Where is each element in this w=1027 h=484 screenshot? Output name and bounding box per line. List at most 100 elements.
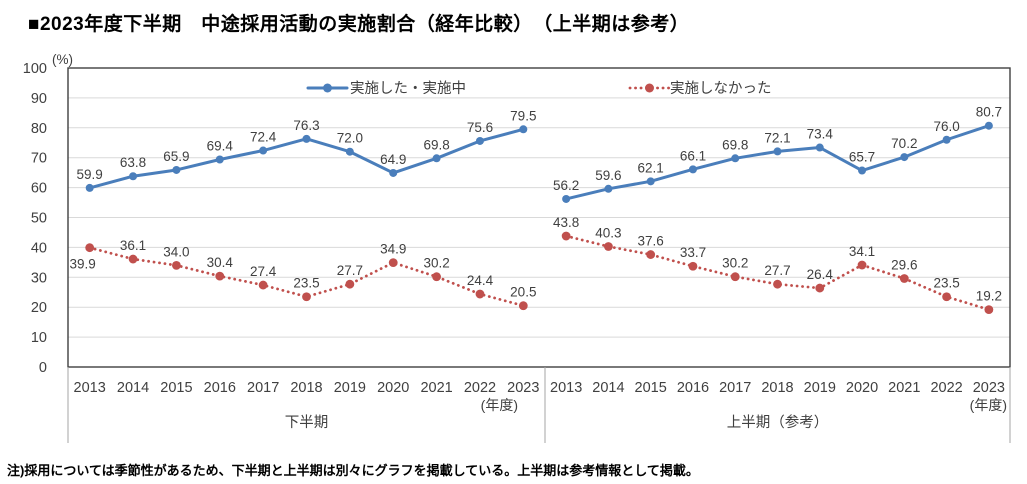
data-label: 30.2 bbox=[423, 256, 449, 271]
data-label: 39.9 bbox=[70, 257, 96, 272]
data-label: 69.8 bbox=[722, 137, 748, 152]
data-point bbox=[646, 177, 655, 186]
data-point bbox=[899, 274, 909, 283]
data-point bbox=[815, 283, 825, 293]
chart-title: ■2023年度下半期 中途採用活動の実施割合（経年比較） （上半期は参考） bbox=[28, 14, 690, 35]
data-label: 64.9 bbox=[380, 152, 406, 167]
y-axis-tick-label: 90 bbox=[31, 91, 47, 107]
x-axis-year-label: 2013 bbox=[550, 380, 582, 396]
data-label: 73.4 bbox=[807, 127, 834, 142]
data-label: 75.6 bbox=[467, 120, 493, 135]
data-label: 72.0 bbox=[337, 131, 363, 146]
data-point bbox=[604, 242, 613, 251]
data-point bbox=[518, 301, 528, 311]
data-label: 79.5 bbox=[510, 108, 536, 123]
panel-label: 下半期 bbox=[285, 414, 329, 431]
data-label: 72.4 bbox=[250, 130, 277, 145]
y-axis-unit-label: (%) bbox=[52, 52, 73, 67]
y-axis-tick-label: 20 bbox=[31, 300, 47, 316]
data-label: 33.7 bbox=[680, 245, 706, 260]
data-label: 76.0 bbox=[933, 119, 959, 134]
data-point bbox=[432, 272, 441, 282]
data-point bbox=[128, 254, 138, 264]
data-point bbox=[773, 279, 782, 289]
y-axis-tick-label: 30 bbox=[31, 270, 47, 286]
x-axis-unit-label: (年度) bbox=[970, 397, 1007, 413]
y-axis-tick-label: 10 bbox=[31, 330, 47, 346]
data-label: 34.0 bbox=[163, 244, 189, 259]
data-label: 30.2 bbox=[722, 256, 748, 271]
data-point bbox=[731, 154, 740, 163]
legend-label: 実施した・実施中 bbox=[350, 80, 466, 97]
y-axis-tick-label: 50 bbox=[31, 211, 47, 227]
legend-label: 実施しなかった bbox=[670, 80, 772, 97]
data-point bbox=[984, 305, 994, 314]
data-point bbox=[773, 147, 782, 156]
data-label: 65.9 bbox=[163, 149, 189, 164]
x-axis-year-label: 2013 bbox=[74, 380, 106, 396]
data-label: 34.9 bbox=[380, 242, 406, 257]
data-label: 27.4 bbox=[250, 264, 277, 279]
x-axis-year-label: 2021 bbox=[420, 380, 452, 396]
data-point bbox=[562, 194, 571, 203]
x-axis-year-label: 2019 bbox=[804, 380, 836, 396]
data-label: 43.8 bbox=[553, 215, 579, 230]
data-label: 65.7 bbox=[849, 150, 875, 165]
x-axis-year-label: 2017 bbox=[719, 380, 751, 396]
data-label: 23.5 bbox=[933, 276, 959, 291]
x-axis-year-label: 2023 bbox=[973, 380, 1005, 396]
data-point bbox=[942, 135, 951, 144]
plot-border bbox=[67, 67, 1011, 368]
data-point bbox=[389, 168, 398, 177]
data-point bbox=[604, 184, 613, 193]
data-label: 29.6 bbox=[891, 257, 917, 272]
data-label: 26.4 bbox=[807, 267, 834, 282]
data-point bbox=[646, 250, 656, 259]
data-point bbox=[258, 280, 268, 290]
data-point bbox=[302, 134, 311, 143]
data-point bbox=[688, 165, 697, 174]
y-axis-tick-label: 70 bbox=[31, 151, 47, 167]
y-axis-tick-label: 100 bbox=[23, 61, 47, 77]
data-label: 20.5 bbox=[510, 285, 536, 300]
data-label: 62.1 bbox=[638, 160, 664, 175]
data-point bbox=[215, 271, 225, 281]
x-axis-year-label: 2018 bbox=[290, 380, 322, 396]
data-label: 24.4 bbox=[467, 273, 494, 288]
legend-marker bbox=[645, 83, 654, 93]
data-label: 23.5 bbox=[293, 276, 319, 291]
data-point bbox=[172, 260, 181, 270]
data-label: 70.2 bbox=[891, 136, 917, 151]
data-point bbox=[984, 121, 993, 130]
footnote: 注)採用については季節性があるため、下半期と上半期は別々にグラフを掲載している。… bbox=[7, 463, 699, 478]
x-axis-year-label: 2018 bbox=[761, 380, 793, 396]
x-axis-year-label: 2020 bbox=[377, 380, 409, 396]
data-label: 80.7 bbox=[976, 105, 1002, 120]
data-point bbox=[475, 289, 485, 299]
y-axis-tick-label: 40 bbox=[31, 240, 47, 256]
data-label: 27.7 bbox=[764, 263, 790, 278]
data-point bbox=[857, 260, 867, 270]
data-point bbox=[345, 279, 355, 289]
x-axis-year-label: 2020 bbox=[846, 380, 878, 396]
data-label: 63.8 bbox=[120, 155, 146, 170]
data-label: 59.6 bbox=[595, 168, 621, 183]
x-axis-year-label: 2022 bbox=[464, 380, 496, 396]
y-axis-tick-label: 0 bbox=[39, 360, 47, 376]
x-axis-unit-label: (年度) bbox=[481, 397, 518, 413]
data-point bbox=[85, 243, 95, 253]
data-point bbox=[519, 125, 528, 134]
x-axis-year-label: 2014 bbox=[592, 380, 624, 396]
data-point bbox=[942, 292, 951, 302]
x-axis-year-label: 2021 bbox=[888, 380, 920, 396]
data-label: 76.3 bbox=[293, 118, 319, 133]
data-label: 19.2 bbox=[976, 289, 1002, 304]
data-point bbox=[900, 153, 909, 162]
data-point bbox=[688, 261, 698, 271]
data-label: 34.1 bbox=[849, 244, 875, 259]
data-label: 59.9 bbox=[77, 167, 103, 182]
data-point bbox=[85, 183, 94, 192]
data-point bbox=[172, 165, 181, 174]
